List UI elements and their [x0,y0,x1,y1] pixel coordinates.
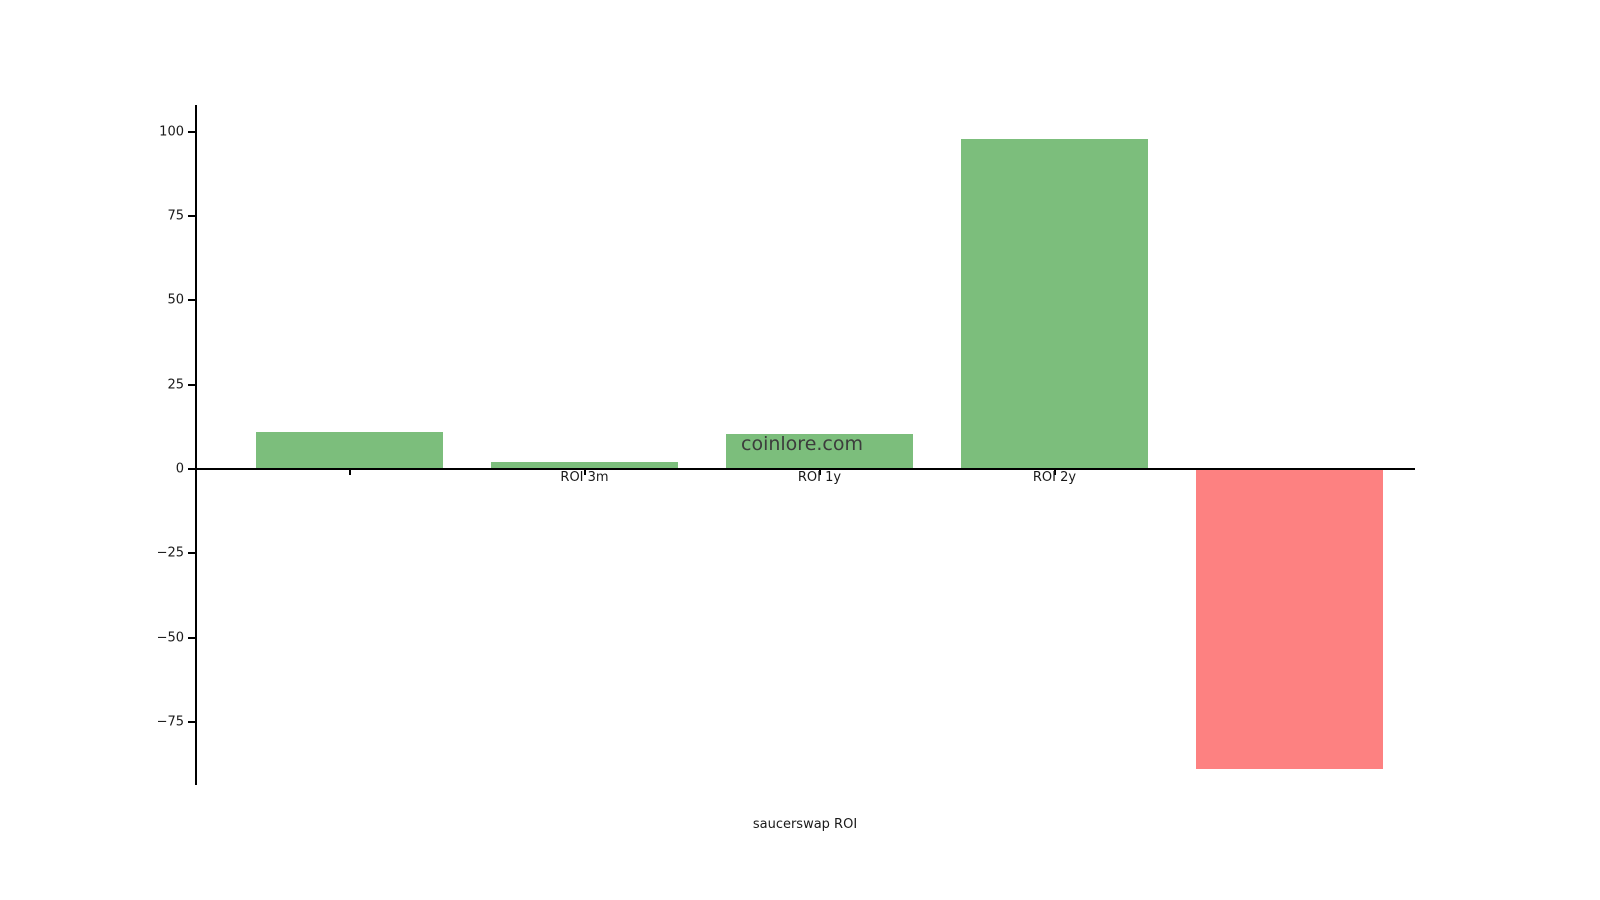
y-tick [188,215,195,218]
y-tick [188,383,195,386]
y-tick-label: 50 [167,292,184,308]
x-tick [1053,469,1056,475]
y-tick [188,636,195,639]
x-axis-line [197,468,1415,470]
bar-roi-3m [491,462,678,469]
bar-col-1 [256,431,443,469]
x-tick-label: ROI 3m [560,470,609,485]
y-axis-spine [195,105,197,785]
y-tick-label: 75 [167,208,184,224]
y-tick-label: −50 [156,630,184,646]
y-tick [188,468,195,470]
y-tick [188,552,195,555]
y-tick-label: −75 [156,714,184,730]
x-axis-title: saucerswap ROI [752,817,858,832]
y-tick [188,130,195,133]
bar-roi-2y [961,138,1148,469]
bar-roi-1y [726,433,913,469]
y-tick-label: 25 [167,377,184,393]
watermark: coinlore.com [741,433,863,455]
y-tick [188,299,195,302]
y-tick-label: 100 [159,124,184,140]
x-tick [348,469,351,475]
bar-col-5 [1196,469,1383,770]
x-tick [818,469,821,475]
x-tick-label: ROI 2y [1032,470,1077,485]
y-tick-label: 0 [175,461,184,477]
x-tick-label: ROI 1y [797,470,842,485]
y-tick-label: −25 [156,545,184,561]
x-tick [583,469,586,475]
y-tick [188,720,195,723]
